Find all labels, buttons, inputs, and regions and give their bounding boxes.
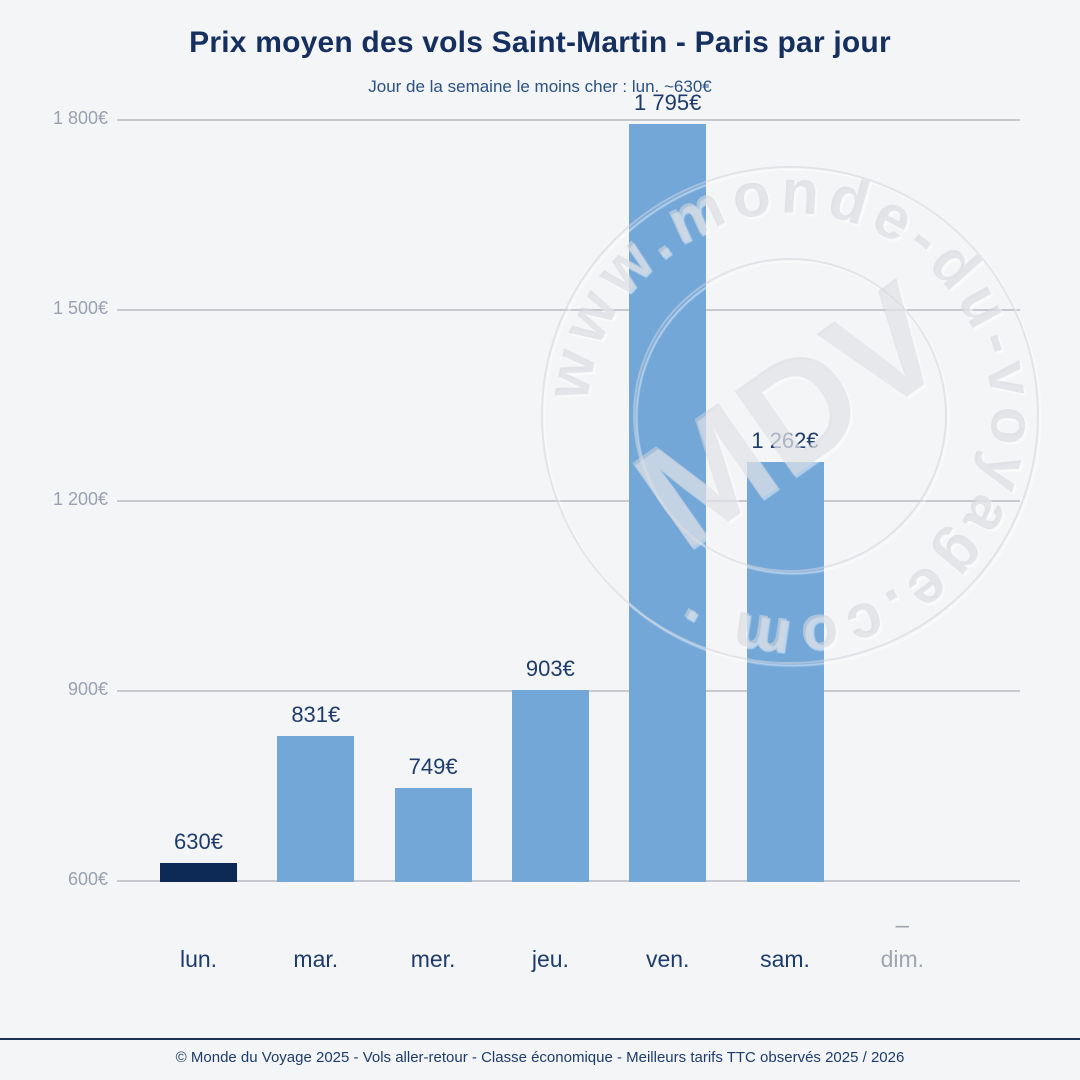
x-axis-label-jeu: jeu. [531,946,569,972]
bar-value-label-sam: 1 262€ [751,428,819,454]
footer-divider [0,1038,1080,1040]
y-axis-tick-1200: 1 200€ [52,488,108,509]
bar-value-label-ven: 1 795€ [634,90,702,116]
y-axis-tick-600: 600€ [67,869,108,889]
bar-value-label-lun: 630€ [174,828,223,854]
bar-lun [160,862,237,882]
bar-ven [629,124,707,882]
x-axis-label-dim: dim. [880,946,925,972]
footer-copyright: © Monde du Voyage 2025 - Vols aller-reto… [175,1049,905,1066]
gridline-1200 [117,499,1020,502]
chart-title: Prix moyen des vols Saint-Martin - Paris… [189,26,891,59]
no-data-dash-dim: – [895,912,909,939]
x-axis-label-mer: mer. [410,946,456,972]
bar-jeu [511,689,589,882]
chart-subtitle: Jour de la semaine le moins cher : lun. … [368,77,712,96]
bar-mer [394,787,472,882]
bar-value-label-jeu: 903€ [525,655,575,681]
y-axis-tick-1500: 1 500€ [52,298,108,319]
x-axis-label-ven: ven. [645,946,690,972]
gridline-1800 [117,119,1020,121]
gridline-1500 [117,309,1020,312]
bar-mar [277,735,355,882]
x-axis-label-sam: sam. [760,946,810,972]
x-axis-label-lun: lun. [179,946,218,972]
bar-value-label-mer: 749€ [408,753,458,779]
bar-sam [746,462,824,882]
x-axis-label-mar: mar. [293,946,339,972]
y-axis-tick-1800: 1 800€ [52,108,108,128]
y-axis-tick-900: 900€ [67,678,108,699]
bar-value-label-mar: 831€ [291,701,341,727]
